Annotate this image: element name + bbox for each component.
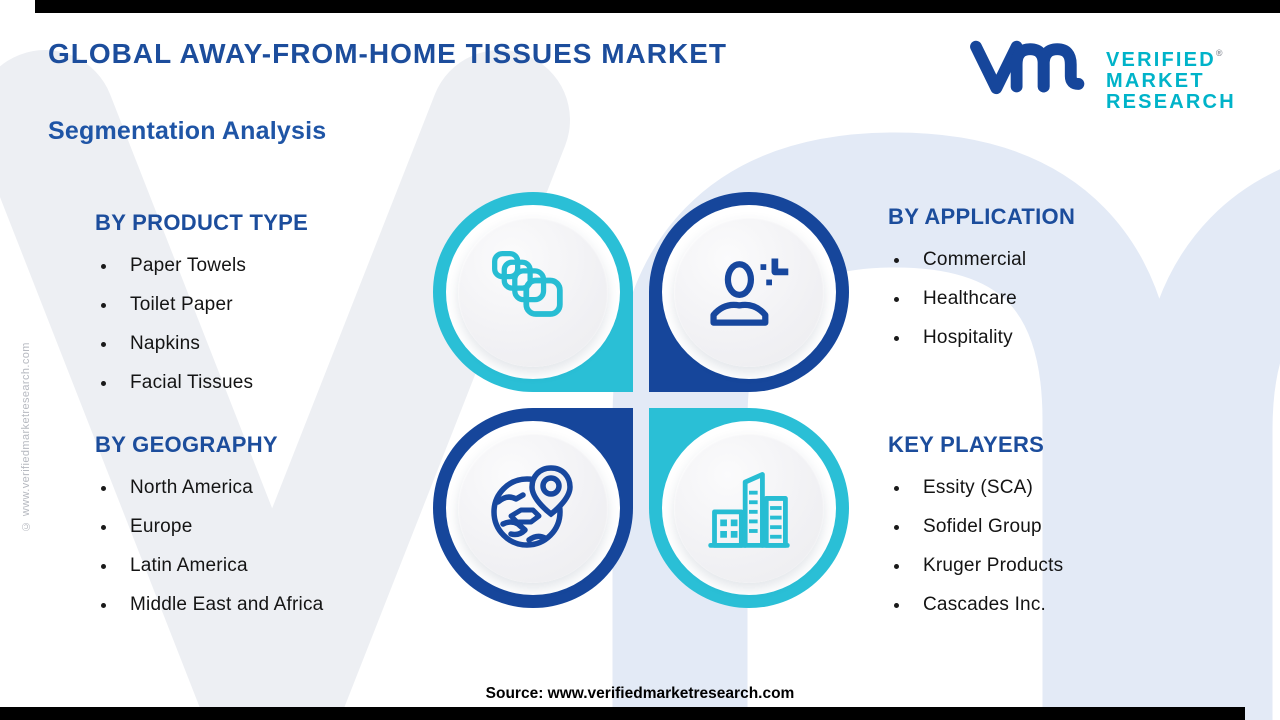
bullet-icon xyxy=(894,297,899,302)
bullet-icon xyxy=(101,525,106,530)
bullet-icon xyxy=(894,603,899,608)
bullet-icon xyxy=(101,342,106,347)
list-item: Essity (SCA) xyxy=(888,475,1248,501)
list-item: Latin America xyxy=(95,553,455,579)
bullet-icon xyxy=(894,258,899,263)
list-item: Facial Tissues xyxy=(95,370,455,396)
bullet-icon xyxy=(101,564,106,569)
registered-trademark: ® xyxy=(1215,48,1223,58)
logo-line-research: RESEARCH xyxy=(1106,91,1236,113)
segmentation-quadrant-graphic xyxy=(433,192,849,608)
list-item-label: Facial Tissues xyxy=(130,372,254,393)
list-item-label: North America xyxy=(130,477,253,498)
list-item: Napkins xyxy=(95,331,455,357)
bullet-icon xyxy=(894,564,899,569)
list-item: Hospitality xyxy=(888,325,1248,351)
section-product-type: BY PRODUCT TYPE Paper Towels Toilet Pape… xyxy=(95,210,455,409)
top-black-bar xyxy=(35,0,1280,13)
bullet-icon xyxy=(894,486,899,491)
logo-line-market: MARKET xyxy=(1106,70,1205,92)
bullet-icon xyxy=(101,303,106,308)
list-item-label: Latin America xyxy=(130,555,248,576)
section-geography: BY GEOGRAPHY North America Europe Latin … xyxy=(95,432,455,631)
tissues-icon xyxy=(492,251,563,317)
list-item: Commercial xyxy=(888,247,1248,273)
list-item-label: Hospitality xyxy=(923,327,1013,348)
bullet-icon xyxy=(101,264,106,269)
quadrant-application xyxy=(649,192,849,392)
list-item-label: Sofidel Group xyxy=(923,516,1042,537)
buildings-icon xyxy=(708,472,790,548)
list-item: Healthcare xyxy=(888,286,1248,312)
person-sparkle-icon xyxy=(710,258,789,326)
bullet-icon xyxy=(894,525,899,530)
page-title: GLOBAL AWAY-FROM-HOME TISSUES MARKET xyxy=(48,38,727,69)
list-item: Sofidel Group xyxy=(888,514,1248,540)
bullet-icon xyxy=(101,603,106,608)
section-heading: BY APPLICATION xyxy=(888,204,1076,229)
logo-line-verified: VERIFIED® xyxy=(1106,48,1223,71)
quadrant-product-type xyxy=(433,192,633,392)
section-key-players: KEY PLAYERS Essity (SCA) Sofidel Group K… xyxy=(888,432,1248,631)
section-heading: KEY PLAYERS xyxy=(888,432,1045,457)
list-item: Cascades Inc. xyxy=(888,592,1248,618)
list-item-label: Cascades Inc. xyxy=(923,594,1046,615)
list-item: Europe xyxy=(95,514,455,540)
list-item-label: Commercial xyxy=(923,249,1027,270)
list-item-label: Toilet Paper xyxy=(130,294,233,315)
list-item: Kruger Products xyxy=(888,553,1248,579)
section-application: BY APPLICATION Commercial Healthcare Hos… xyxy=(888,204,1248,364)
list-item-label: Napkins xyxy=(130,333,201,354)
vmr-logo-icon xyxy=(970,40,1085,95)
copyright-watermark: © www.verifiedmarketresearch.com xyxy=(20,342,32,532)
section-heading: BY PRODUCT TYPE xyxy=(95,210,309,235)
list-item-label: Essity (SCA) xyxy=(923,477,1034,498)
list-item-label: Europe xyxy=(130,516,193,537)
list-item-label: Healthcare xyxy=(923,288,1017,309)
list-item: Paper Towels xyxy=(95,253,455,279)
bullet-icon xyxy=(894,336,899,341)
list-item-label: Middle East and Africa xyxy=(130,594,324,615)
bullet-icon xyxy=(101,486,106,491)
logo-wordmark: VERIFIED® MARKET RESEARCH xyxy=(1106,43,1236,113)
globe-location-icon xyxy=(491,465,573,548)
bottom-black-bar xyxy=(0,707,1245,720)
page-subtitle: Segmentation Analysis xyxy=(48,117,327,145)
section-heading: BY GEOGRAPHY xyxy=(95,432,278,457)
list-item: North America xyxy=(95,475,455,501)
source-attribution: Source: www.verifiedmarketresearch.com xyxy=(485,685,795,702)
list-item-label: Paper Towels xyxy=(130,255,247,276)
quadrant-geography xyxy=(433,408,633,608)
quadrant-key-players xyxy=(649,408,849,608)
list-item: Toilet Paper xyxy=(95,292,455,318)
list-item: Middle East and Africa xyxy=(95,592,455,618)
bullet-icon xyxy=(101,381,106,386)
list-item-label: Kruger Products xyxy=(923,555,1064,576)
